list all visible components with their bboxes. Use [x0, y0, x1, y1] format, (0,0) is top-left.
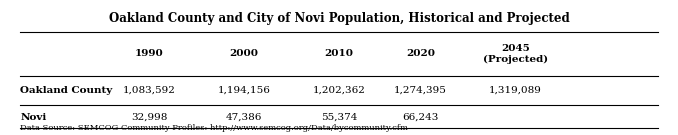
- Text: 32,998: 32,998: [131, 113, 167, 122]
- Text: 2045
(Projected): 2045 (Projected): [483, 44, 548, 64]
- Text: 1990: 1990: [135, 50, 163, 58]
- Text: Oakland County: Oakland County: [20, 86, 113, 95]
- Text: Novi: Novi: [20, 113, 47, 122]
- Text: 2010: 2010: [325, 50, 353, 58]
- Text: 1,319,089: 1,319,089: [489, 86, 542, 95]
- Text: 47,386: 47,386: [226, 113, 262, 122]
- Text: Oakland County and City of Novi Population, Historical and Projected: Oakland County and City of Novi Populati…: [108, 12, 570, 25]
- Text: Data Source: SEMCOG Community Profiles: http://www.semcog.org/Data/bycommunity.c: Data Source: SEMCOG Community Profiles: …: [20, 124, 408, 132]
- Text: 66,243: 66,243: [402, 113, 439, 122]
- Text: 1,194,156: 1,194,156: [218, 86, 271, 95]
- Text: 2020: 2020: [406, 50, 435, 58]
- Text: 55,374: 55,374: [321, 113, 357, 122]
- Text: 1,202,362: 1,202,362: [313, 86, 365, 95]
- Text: 2000: 2000: [230, 50, 258, 58]
- Text: 1,083,592: 1,083,592: [123, 86, 176, 95]
- Text: 1,274,395: 1,274,395: [394, 86, 447, 95]
